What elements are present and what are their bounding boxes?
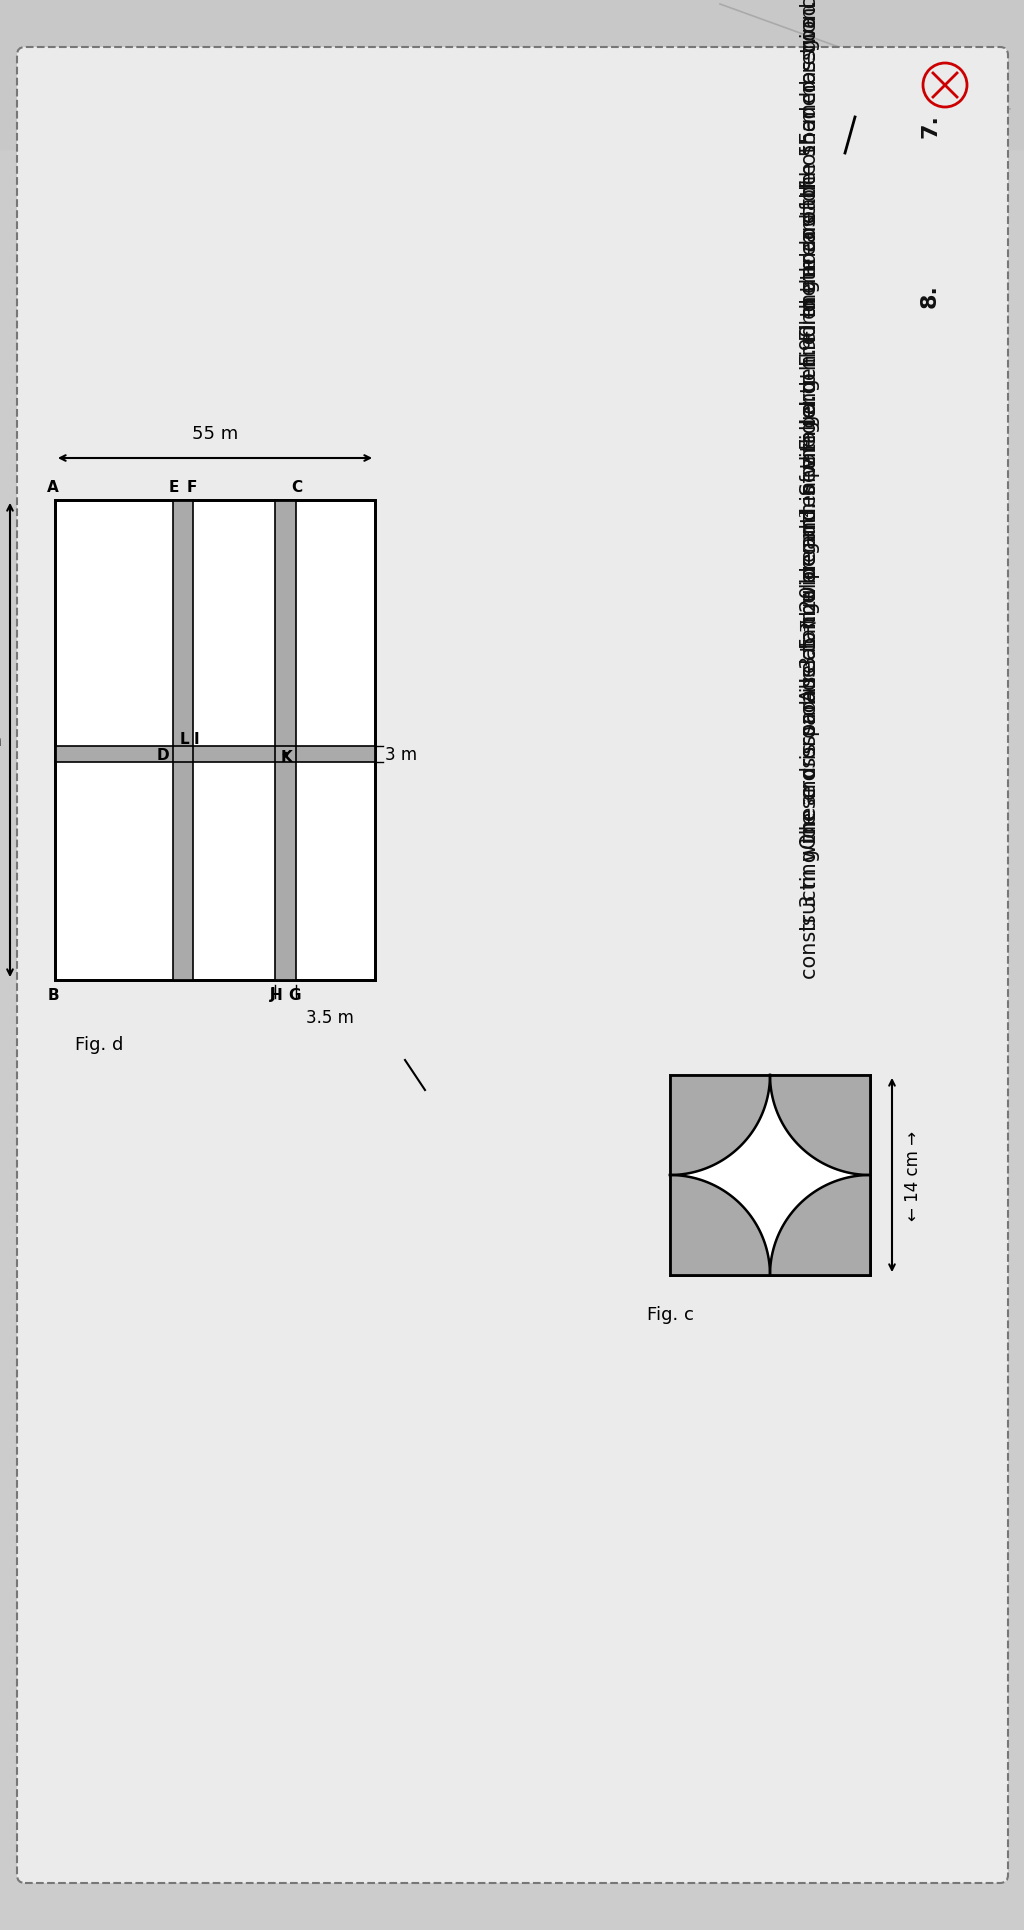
Bar [0,0,1024,151]
Text: 3 m: 3 m [385,747,417,764]
FancyBboxPatch shape [17,48,1008,1884]
Bar [670,1075,870,1276]
Bar [55,500,375,980]
Text: ← 14 cm →: ← 14 cm → [904,1131,922,1220]
Text: Fig. d: Fig. d [75,1036,123,1054]
Text: K: K [281,749,292,764]
Text: constructing these crossroads at ₹ 20 per m². See Fig d.: constructing these crossroads at ₹ 20 pe… [800,394,820,979]
Text: 7.: 7. [920,114,940,137]
Text: 3.5 m: 3.5 m [306,1009,354,1027]
Bar [55,747,375,762]
Text: D: D [157,747,169,762]
Text: A: A [47,479,58,494]
Bar [55,500,375,980]
Text: L: L [179,731,188,747]
Text: 55 m: 55 m [191,425,239,442]
Text: Fig. c: Fig. c [646,1305,693,1324]
Text: One crossroad is 3.5 m wide and is parallel to the length and the other crossroa: One crossroad is 3.5 m wide and is paral… [800,2,820,849]
Text: F: F [187,479,198,494]
Text: B: B [47,986,58,1002]
Polygon shape [670,1075,770,1175]
Bar [173,500,194,980]
Text: E: E [169,479,179,494]
Text: G: G [289,986,301,1002]
Polygon shape [770,1075,870,1175]
Text: H: H [270,986,283,1002]
Text: Find the area of the shaded region. See Fig. c.: Find the area of the shaded region. See … [800,0,820,365]
Polygon shape [770,1175,870,1276]
Text: I: I [194,731,199,747]
Polygon shape [670,1175,770,1276]
Bar [275,500,296,980]
Bar [670,1075,870,1276]
Text: is 3 m wide and is parallel to the breadth of the garden. Find the cost of: is 3 m wide and is parallel to the bread… [800,181,820,930]
Text: 8.: 8. [920,284,940,307]
Text: J: J [269,986,275,1002]
Text: C: C [291,479,302,494]
Text: A rectangular garden with length 90 m and breadth 55 m has two crossroads.: A rectangular garden with length 90 m an… [800,0,820,703]
Text: 90 m: 90 m [0,731,2,749]
